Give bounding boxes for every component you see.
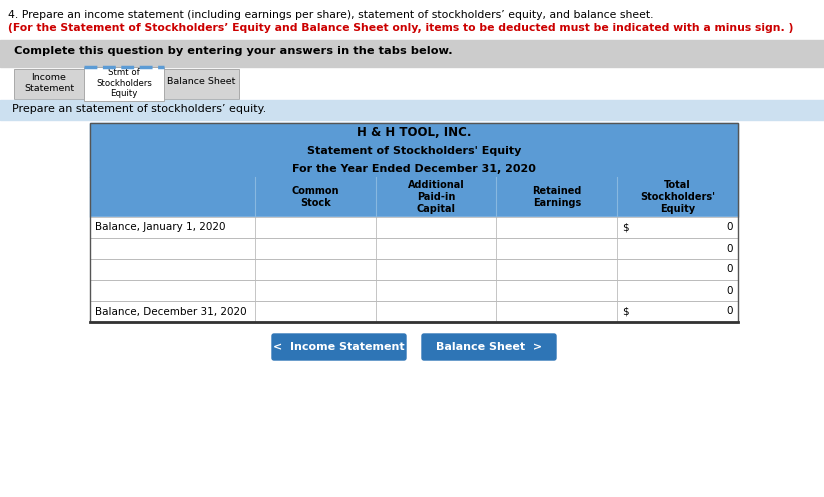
- Bar: [90, 259, 738, 280]
- Bar: [90, 280, 738, 301]
- FancyBboxPatch shape: [272, 334, 406, 360]
- Text: For the Year Ended December 31, 2020: For the Year Ended December 31, 2020: [292, 164, 536, 173]
- Text: $: $: [622, 223, 629, 233]
- Text: Balance Sheet: Balance Sheet: [167, 77, 236, 85]
- Bar: [84, 67, 164, 101]
- Text: 0: 0: [727, 264, 733, 274]
- Text: 4. Prepare an income statement (including earnings per share), statement of stoc: 4. Prepare an income statement (includin…: [8, 10, 653, 20]
- Text: Balance, January 1, 2020: Balance, January 1, 2020: [95, 223, 226, 233]
- Bar: [90, 123, 738, 143]
- Bar: [0, 40, 824, 67]
- Text: <  Income Statement: < Income Statement: [274, 342, 405, 352]
- Text: 0: 0: [727, 223, 733, 233]
- Bar: [90, 238, 738, 259]
- Text: Common
Stock: Common Stock: [292, 186, 339, 208]
- Bar: [14, 69, 84, 99]
- Text: Stmt of
Stockholders
Equity: Stmt of Stockholders Equity: [96, 68, 152, 98]
- Text: Additional
Paid-in
Capital: Additional Paid-in Capital: [408, 180, 465, 214]
- Text: 0: 0: [727, 307, 733, 317]
- Bar: [90, 143, 738, 160]
- Text: Income
Statement: Income Statement: [24, 73, 74, 93]
- Bar: [90, 123, 738, 322]
- Bar: [0, 100, 824, 120]
- Text: H & H TOOL, INC.: H & H TOOL, INC.: [357, 127, 471, 140]
- Bar: [164, 69, 239, 99]
- Text: Complete this question by entering your answers in the tabs below.: Complete this question by entering your …: [14, 46, 452, 56]
- Text: 0: 0: [727, 244, 733, 253]
- FancyBboxPatch shape: [422, 334, 556, 360]
- Bar: [90, 177, 738, 217]
- Bar: [90, 217, 738, 238]
- Text: Total
Stockholders'
Equity: Total Stockholders' Equity: [640, 180, 715, 214]
- Text: $: $: [622, 307, 629, 317]
- Text: (For the Statement of Stockholders’ Equity and Balance Sheet only, items to be d: (For the Statement of Stockholders’ Equi…: [8, 23, 794, 33]
- Bar: [90, 301, 738, 322]
- Text: 0: 0: [727, 285, 733, 296]
- Text: Balance, December 31, 2020: Balance, December 31, 2020: [95, 307, 246, 317]
- Text: Prepare an statement of stockholders’ equity.: Prepare an statement of stockholders’ eq…: [12, 104, 266, 114]
- Text: Statement of Stockholders' Equity: Statement of Stockholders' Equity: [307, 147, 522, 157]
- Bar: [90, 160, 738, 177]
- Text: Retained
Earnings: Retained Earnings: [532, 186, 582, 208]
- Text: Balance Sheet  >: Balance Sheet >: [436, 342, 542, 352]
